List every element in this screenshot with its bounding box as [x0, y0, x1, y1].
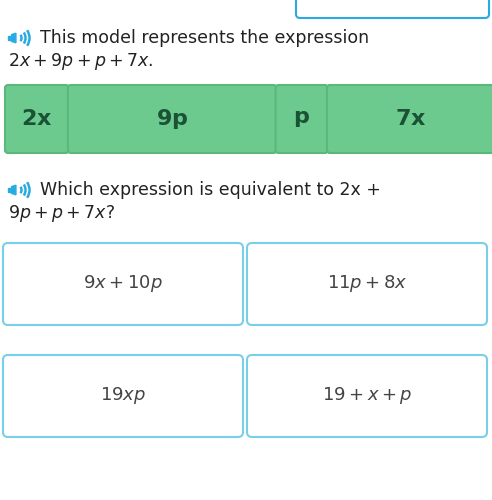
FancyBboxPatch shape [68, 85, 277, 153]
Text: $11p + 8x$: $11p + 8x$ [327, 274, 407, 294]
Text: $19 + x + p$: $19 + x + p$ [322, 386, 412, 406]
Text: This model represents the expression: This model represents the expression [40, 29, 369, 47]
FancyBboxPatch shape [3, 355, 243, 437]
Text: $2x + 9p + p + 7x.$: $2x + 9p + p + 7x.$ [8, 51, 154, 72]
FancyBboxPatch shape [327, 85, 492, 153]
Text: $19xp$: $19xp$ [100, 386, 146, 406]
FancyBboxPatch shape [3, 243, 243, 325]
Text: $9p + p + 7x?$: $9p + p + 7x?$ [8, 203, 115, 224]
FancyBboxPatch shape [247, 355, 487, 437]
FancyBboxPatch shape [296, 0, 489, 18]
Text: $\mathbf{7x}$: $\mathbf{7x}$ [395, 109, 427, 129]
Polygon shape [12, 185, 16, 195]
Text: $9x + 10p$: $9x + 10p$ [83, 274, 163, 294]
FancyBboxPatch shape [276, 85, 328, 153]
Polygon shape [12, 33, 16, 43]
Polygon shape [8, 36, 12, 41]
Text: $\mathbf{p}$: $\mathbf{p}$ [293, 109, 310, 129]
Text: Which expression is equivalent to 2x +: Which expression is equivalent to 2x + [40, 181, 381, 199]
Text: $\mathbf{9p}$: $\mathbf{9p}$ [156, 107, 188, 131]
Text: $\mathbf{2x}$: $\mathbf{2x}$ [21, 109, 53, 129]
FancyBboxPatch shape [247, 243, 487, 325]
FancyBboxPatch shape [5, 85, 69, 153]
Polygon shape [8, 188, 12, 192]
